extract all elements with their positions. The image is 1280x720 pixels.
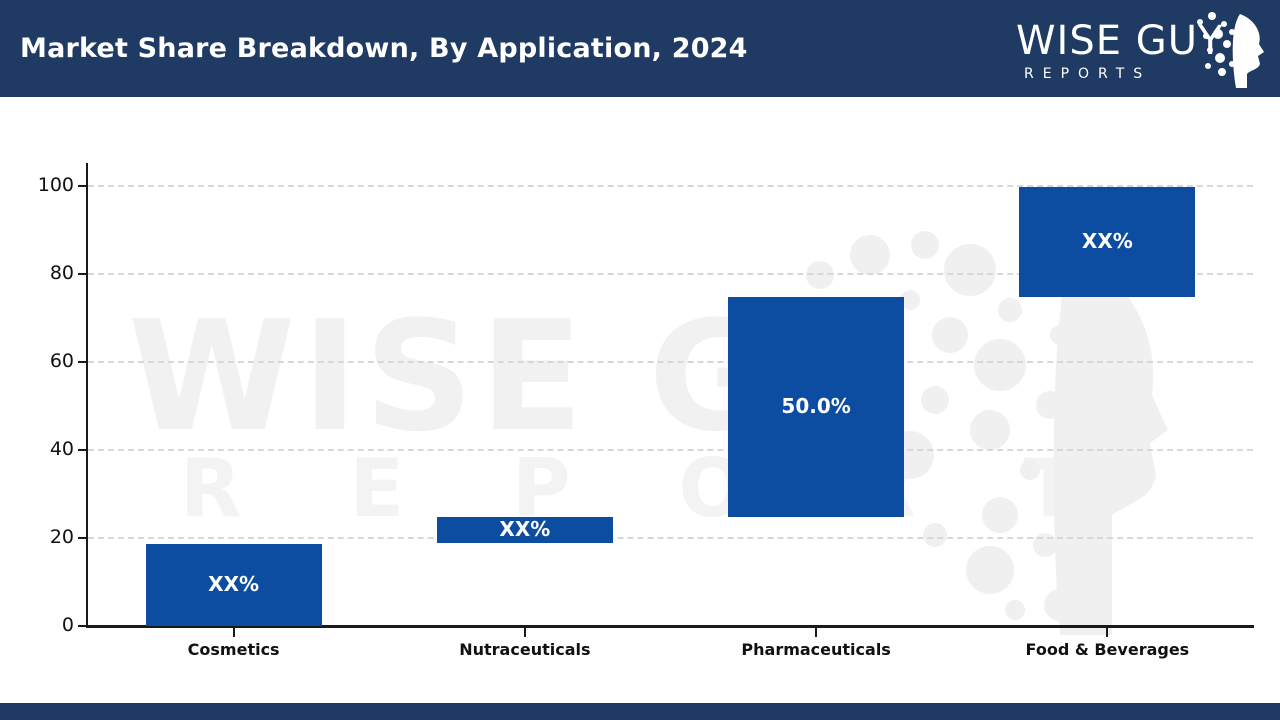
y-tick-40 <box>78 449 86 451</box>
x-tick <box>523 628 526 637</box>
category-label: Cosmetics <box>187 640 280 659</box>
bar-pharmaceuticals <box>728 296 905 517</box>
y-tick-100 <box>78 185 86 187</box>
watermark-face-icon <box>760 231 1168 635</box>
y-tick-0 <box>78 625 86 627</box>
y-tick-60 <box>78 361 86 363</box>
gridline-y-100 <box>88 185 1253 187</box>
y-tick-label-60: 60 <box>49 350 74 372</box>
footer-bar <box>0 703 1280 720</box>
bar-cosmetics <box>145 544 322 626</box>
bar-food-beverages <box>1019 186 1196 297</box>
category-label: Pharmaceuticals <box>741 640 891 659</box>
wise-guy-reports-logo: WISE GUY REPORTS <box>1016 12 1264 88</box>
gridline-y-20 <box>88 537 1253 539</box>
bar-nutraceuticals <box>436 516 613 544</box>
bar-value-label: XX% <box>1081 228 1133 253</box>
y-tick-20 <box>78 537 86 539</box>
y-tick-label-40: 40 <box>49 438 74 460</box>
chart-title: Market Share Breakdown, By Application, … <box>20 33 748 64</box>
y-tick-label-20: 20 <box>49 526 74 548</box>
gridline-y-40 <box>88 449 1253 451</box>
category-label: Nutraceuticals <box>459 640 591 659</box>
logo-text-bottom: REPORTS <box>1024 66 1151 82</box>
y-tick-label-80: 80 <box>49 262 74 284</box>
y-axis-line <box>86 163 88 627</box>
bar-value-label: 50.0% <box>781 393 851 418</box>
gridline-y-80 <box>88 273 1253 275</box>
x-tick <box>1106 628 1109 637</box>
x-axis-line <box>86 625 1254 628</box>
y-tick-label-0: 0 <box>61 614 74 636</box>
y-tick-80 <box>78 273 86 275</box>
logo-face-profile <box>1232 14 1264 88</box>
x-tick <box>232 628 235 637</box>
bar-value-label: XX% <box>208 572 260 597</box>
gridline-y-60 <box>88 361 1253 363</box>
y-tick-label-100: 100 <box>37 174 74 196</box>
bar-value-label: XX% <box>499 517 551 542</box>
category-label: Food & Beverages <box>1025 640 1190 659</box>
x-tick <box>815 628 818 637</box>
logo-text-top: WISE GUY <box>1016 18 1223 64</box>
header-bar: Market Share Breakdown, By Application, … <box>0 0 1280 97</box>
